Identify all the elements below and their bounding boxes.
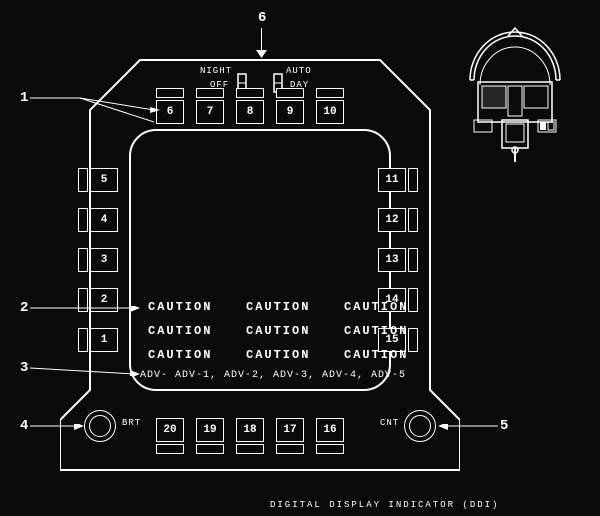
caution-text: CAUTION: [344, 300, 408, 314]
advisory-line: ADV- ADV-1, ADV-2, ADV-3, ADV-4, ADV-5: [140, 370, 406, 381]
osb-slot-15: [408, 328, 418, 352]
osb-slot-20: [156, 444, 184, 454]
osb-button-1[interactable]: 1: [90, 328, 118, 352]
osb-button-16[interactable]: 16: [316, 418, 344, 442]
switch-label-auto: AUTO: [286, 66, 312, 76]
leader-6-arrow: [256, 50, 267, 58]
osb-button-19[interactable]: 19: [196, 418, 224, 442]
caution-text: CAUTION: [344, 348, 408, 362]
knob-label-cnt: CNT: [380, 418, 399, 428]
osb-button-18[interactable]: 18: [236, 418, 264, 442]
callout-1: 1: [20, 90, 28, 106]
osb-slot-7: [196, 88, 224, 98]
osb-slot-8: [236, 88, 264, 98]
diagram-stage: NIGHT OFF AUTO DAY BRT CNT 6789102019181…: [0, 0, 600, 516]
leader-3: [30, 366, 140, 376]
leader-2: [30, 306, 140, 316]
caution-text: CAUTION: [148, 300, 212, 314]
switch-label-night: NIGHT: [200, 66, 232, 76]
caution-text: CAUTION: [148, 324, 212, 338]
cnt-knob[interactable]: [404, 410, 436, 442]
caution-text: CAUTION: [148, 348, 212, 362]
osb-button-3[interactable]: 3: [90, 248, 118, 272]
osb-button-9[interactable]: 9: [276, 100, 304, 124]
osb-slot-9: [276, 88, 304, 98]
osb-slot-14: [408, 288, 418, 312]
osb-slot-5: [78, 168, 88, 192]
osb-slot-19: [196, 444, 224, 454]
osb-button-4[interactable]: 4: [90, 208, 118, 232]
leader-1: [30, 96, 160, 126]
caution-text: CAUTION: [344, 324, 408, 338]
osb-slot-17: [276, 444, 304, 454]
callout-6: 6: [258, 10, 266, 26]
osb-button-8[interactable]: 8: [236, 100, 264, 124]
osb-button-17[interactable]: 17: [276, 418, 304, 442]
caution-text: CAUTION: [246, 348, 310, 362]
osb-slot-1: [78, 328, 88, 352]
callout-3: 3: [20, 360, 28, 376]
osb-slot-16: [316, 444, 344, 454]
osb-button-7[interactable]: 7: [196, 100, 224, 124]
osb-slot-11: [408, 168, 418, 192]
osb-button-13[interactable]: 13: [378, 248, 406, 272]
osb-slot-6: [156, 88, 184, 98]
brt-knob[interactable]: [84, 410, 116, 442]
leader-5: [438, 424, 498, 430]
callout-5: 5: [500, 418, 508, 434]
cockpit-locator-icon: [450, 20, 580, 165]
osb-button-5[interactable]: 5: [90, 168, 118, 192]
callout-4: 4: [20, 418, 28, 434]
caution-text: CAUTION: [246, 300, 310, 314]
osb-slot-4: [78, 208, 88, 232]
brt-knob-inner: [89, 415, 111, 437]
osb-button-10[interactable]: 10: [316, 100, 344, 124]
osb-slot-18: [236, 444, 264, 454]
osb-slot-12: [408, 208, 418, 232]
callout-2: 2: [20, 300, 28, 316]
figure-caption: DIGITAL DISPLAY INDICATOR (DDI): [270, 500, 499, 510]
caution-text: CAUTION: [246, 324, 310, 338]
osb-slot-13: [408, 248, 418, 272]
cnt-knob-inner: [409, 415, 431, 437]
osb-button-11[interactable]: 11: [378, 168, 406, 192]
osb-slot-10: [316, 88, 344, 98]
osb-button-12[interactable]: 12: [378, 208, 406, 232]
osb-button-20[interactable]: 20: [156, 418, 184, 442]
osb-slot-3: [78, 248, 88, 272]
knob-label-brt: BRT: [122, 418, 141, 428]
leader-4: [30, 424, 84, 430]
osb-button-6[interactable]: 6: [156, 100, 184, 124]
